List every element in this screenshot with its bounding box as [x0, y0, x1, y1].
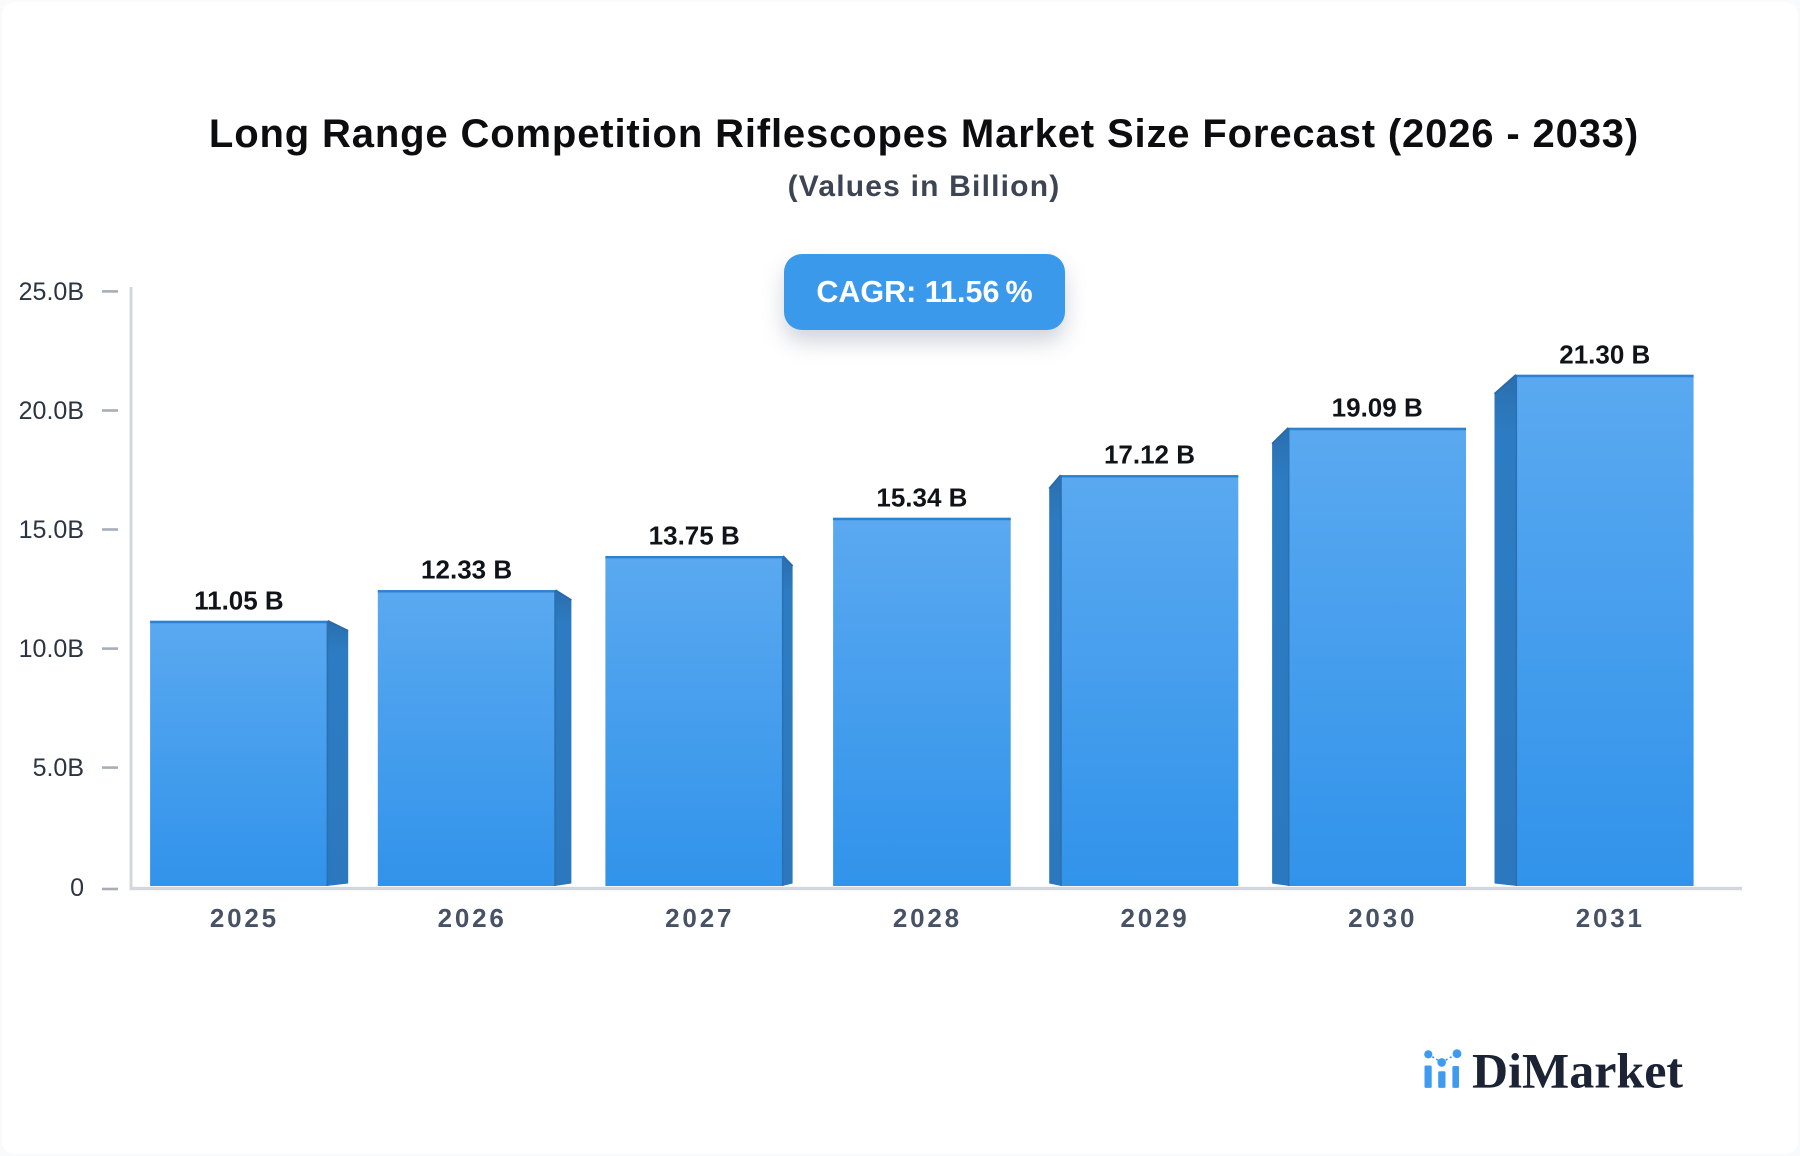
svg-text:2025: 2025 — [210, 903, 279, 933]
svg-text:0: 0 — [70, 874, 84, 902]
svg-text:2031: 2031 — [1576, 903, 1645, 933]
svg-text:17.12 B: 17.12 B — [1104, 440, 1195, 470]
svg-text:15.0B: 15.0B — [19, 516, 84, 544]
svg-text:5.0B: 5.0B — [33, 754, 84, 782]
svg-text:19.09 B: 19.09 B — [1332, 392, 1423, 422]
svg-text:Long Range Competition Riflesc: Long Range Competition Riflescopes Marke… — [209, 112, 1639, 156]
svg-text:20.0B: 20.0B — [19, 397, 84, 425]
svg-text:21.30 B: 21.30 B — [1559, 339, 1650, 369]
svg-text:(Values in Billion): (Values in Billion) — [788, 170, 1061, 203]
svg-text:13.75 B: 13.75 B — [649, 521, 740, 551]
svg-text:11.05 B: 11.05 B — [194, 585, 284, 615]
svg-text:2026: 2026 — [438, 903, 507, 933]
svg-text:2027: 2027 — [665, 903, 734, 933]
svg-text:12.33 B: 12.33 B — [421, 555, 512, 585]
svg-text:15.34 B: 15.34 B — [876, 482, 967, 512]
svg-text:DiMarket: DiMarket — [1472, 1043, 1683, 1099]
svg-text:2029: 2029 — [1120, 903, 1189, 933]
svg-text:2030: 2030 — [1348, 903, 1417, 933]
svg-text:2028: 2028 — [893, 903, 962, 933]
svg-text:25.0B: 25.0B — [19, 278, 84, 306]
svg-text:10.0B: 10.0B — [19, 635, 84, 663]
